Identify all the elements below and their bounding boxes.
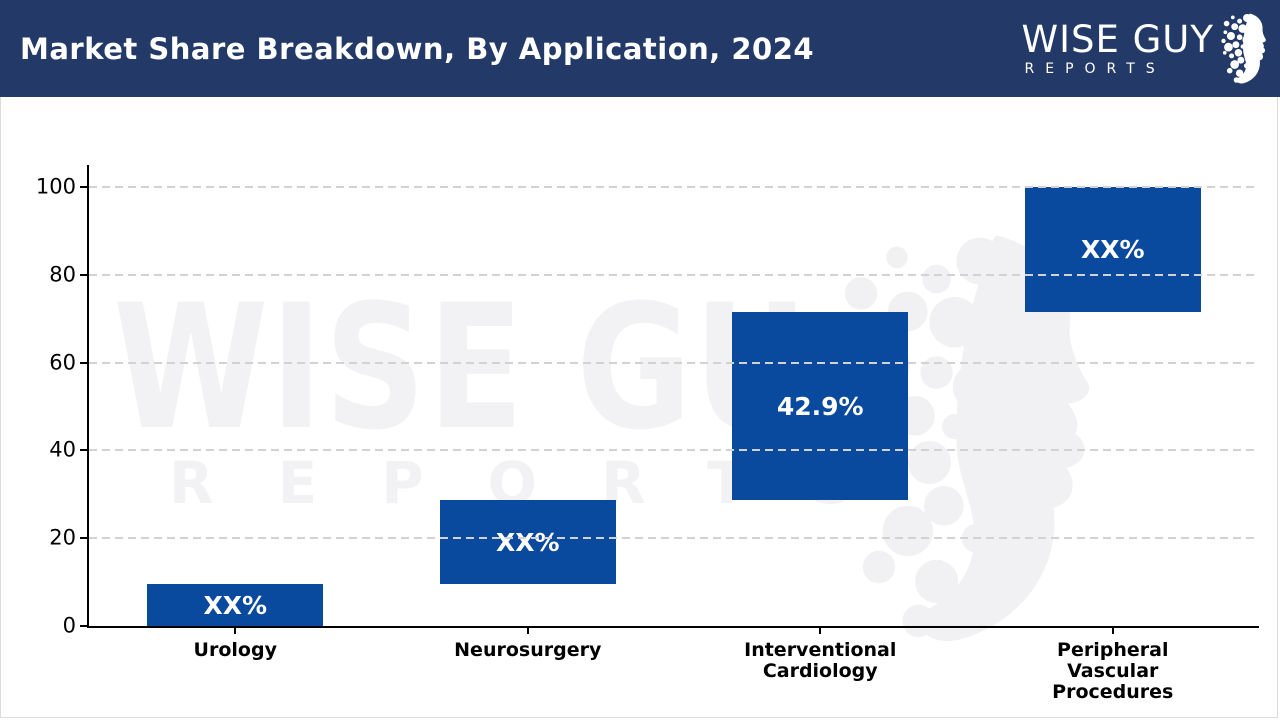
y-tick-label: 60 (49, 350, 76, 375)
gridline-60 (89, 361, 1259, 364)
x-category-label: Interventional Cardiology (744, 639, 897, 682)
header: Market Share Breakdown, By Application, … (0, 0, 1280, 97)
gridline-100 (89, 185, 1259, 188)
gridline-80 (89, 273, 1259, 276)
logo-wordmark: WISE GUY (1021, 17, 1214, 61)
y-tick-mark (80, 537, 87, 540)
logo-subtitle: REPORTS (1024, 60, 1166, 77)
bar-peripheral-vascular-procedures: XX% (1024, 186, 1201, 313)
x-tick-mark (1111, 628, 1114, 634)
y-tick-mark (80, 449, 87, 452)
x-tick-mark (526, 628, 529, 634)
wiseguy-logo: WISE GUY REPORTS (1022, 9, 1280, 89)
y-tick-mark (80, 185, 87, 188)
y-tick-label: 80 (49, 262, 76, 287)
x-category-label: Urology (193, 639, 277, 661)
gridline-40 (89, 449, 1259, 452)
chart-body: WISE GU REPORTS XX% XX% 42.9% XX% 0 20 40 60 80 1… (0, 97, 1278, 718)
chart-title: Market Share Breakdown, By Application, … (20, 31, 815, 66)
gridline-20 (89, 537, 1259, 540)
bar-value-label: XX% (1080, 235, 1145, 265)
bar-value-label: 42.9% (776, 391, 864, 421)
y-tick-label: 20 (49, 525, 76, 550)
y-tick-label: 40 (49, 437, 76, 462)
plot-area: XX% XX% 42.9% XX% 0 20 40 60 80 100 Urology Neurosu… (36, 165, 1259, 703)
logo-text: WISE GUY REPORTS (1022, 21, 1214, 77)
x-category-label: Neurosurgery (454, 639, 602, 661)
y-tick-mark (80, 361, 87, 364)
x-axis-line (87, 626, 1259, 628)
bar-urology: XX% (147, 584, 324, 626)
y-axis-line (87, 165, 89, 628)
y-tick-label: 100 (35, 174, 76, 199)
bar-interventional-cardiology: 42.9% (732, 312, 909, 501)
y-tick-mark (80, 625, 87, 627)
y-tick-mark (80, 273, 87, 276)
x-category-label: Peripheral Vascular Procedures (1052, 639, 1174, 703)
bar-value-label: XX% (495, 527, 560, 557)
wiseguy-face-icon (1208, 9, 1270, 89)
bar-value-label: XX% (203, 590, 268, 620)
bar-neurosurgery: XX% (439, 500, 616, 585)
watermark-wordmark: WISE GU (113, 267, 810, 468)
x-tick-mark (819, 628, 822, 634)
y-tick-label: 0 (62, 613, 76, 638)
x-tick-mark (234, 628, 237, 634)
